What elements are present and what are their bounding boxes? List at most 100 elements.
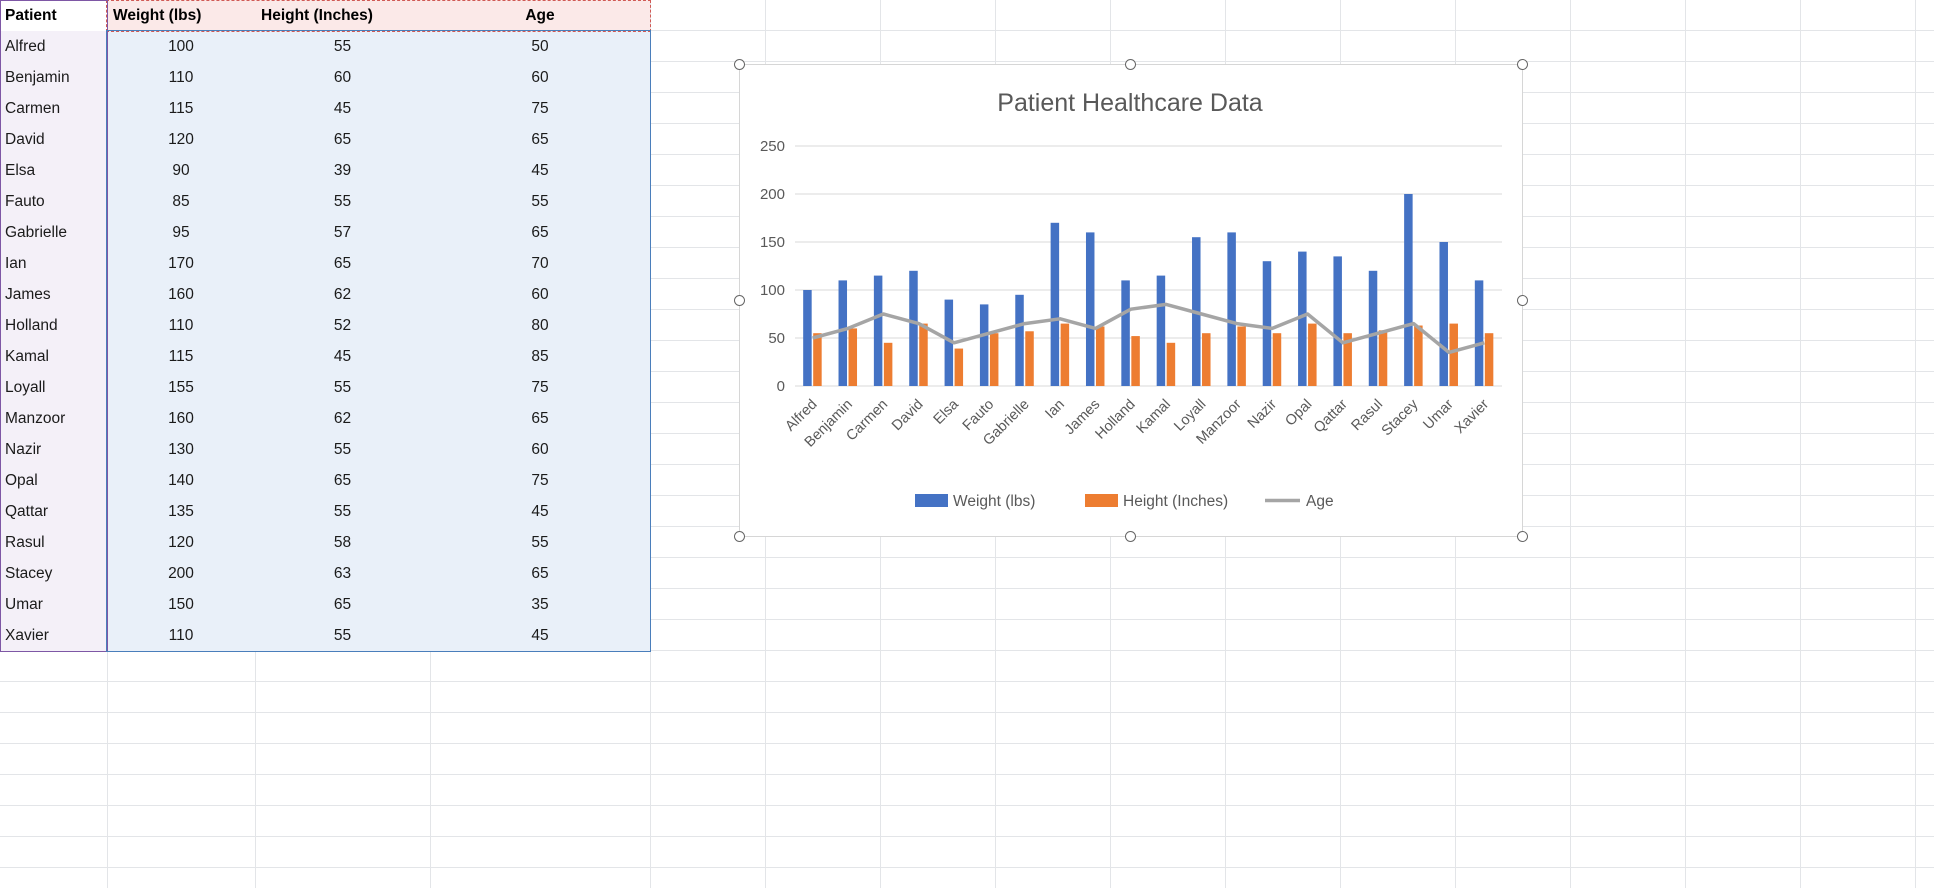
value-cell[interactable]: 55 <box>255 496 430 527</box>
value-cell[interactable]: 200 <box>107 558 255 589</box>
patient-name-cell[interactable]: Carmen <box>0 93 107 124</box>
height-bar[interactable] <box>989 333 999 386</box>
weight-bar[interactable] <box>838 280 848 386</box>
value-cell[interactable]: 60 <box>430 279 650 310</box>
value-cell[interactable]: 63 <box>255 558 430 589</box>
patient-name-cell[interactable]: Loyall <box>0 372 107 403</box>
height-bar[interactable] <box>1414 325 1423 386</box>
value-cell[interactable]: 110 <box>107 620 255 651</box>
value-cell[interactable]: 135 <box>107 496 255 527</box>
weight-bar[interactable] <box>1015 294 1024 386</box>
value-cell[interactable]: 70 <box>430 248 650 279</box>
value-cell[interactable]: 110 <box>107 62 255 93</box>
value-cell[interactable]: 45 <box>430 496 650 527</box>
patient-name-cell[interactable]: Holland <box>0 310 107 341</box>
height-bar[interactable] <box>1060 323 1070 386</box>
height-bar[interactable] <box>1095 326 1105 386</box>
chart-canvas[interactable]: Patient Healthcare Data050100150200250Al… <box>740 65 1520 534</box>
value-cell[interactable]: 62 <box>255 403 430 434</box>
legend-label-age[interactable]: Age <box>1306 493 1334 510</box>
patient-name-cell[interactable]: Ian <box>0 248 107 279</box>
weight-bar[interactable] <box>1156 275 1166 386</box>
value-cell[interactable]: 55 <box>430 186 650 217</box>
value-cell[interactable]: 62 <box>255 279 430 310</box>
value-cell[interactable]: 95 <box>107 217 255 248</box>
patient-name-cell[interactable]: Manzoor <box>0 403 107 434</box>
column-header-weight[interactable]: Weight (lbs) <box>107 0 255 31</box>
value-cell[interactable]: 65 <box>430 124 650 155</box>
height-bar[interactable] <box>1308 323 1317 386</box>
value-cell[interactable]: 45 <box>255 93 430 124</box>
weight-bar[interactable] <box>1368 270 1378 386</box>
value-cell[interactable]: 39 <box>255 155 430 186</box>
patient-name-cell[interactable]: Gabrielle <box>0 217 107 248</box>
chart-resize-handle-se[interactable] <box>1517 531 1528 542</box>
weight-bar[interactable] <box>1085 232 1095 386</box>
value-cell[interactable]: 85 <box>107 186 255 217</box>
value-cell[interactable]: 65 <box>255 124 430 155</box>
weight-bar[interactable] <box>1404 194 1413 386</box>
value-cell[interactable]: 170 <box>107 248 255 279</box>
patient-name-cell[interactable]: Alfred <box>0 31 107 62</box>
value-cell[interactable]: 55 <box>255 186 430 217</box>
patient-name-cell[interactable]: Nazir <box>0 434 107 465</box>
weight-bar[interactable] <box>909 270 918 386</box>
value-cell[interactable]: 65 <box>255 589 430 620</box>
value-cell[interactable]: 75 <box>430 372 650 403</box>
chart-object[interactable]: Patient Healthcare Data 0 50 100 150 200 250 Al… <box>734 59 1528 542</box>
height-bar[interactable] <box>1202 333 1211 386</box>
patient-name-cell[interactable]: Kamal <box>0 341 107 372</box>
value-cell[interactable]: 35 <box>430 589 650 620</box>
value-cell[interactable]: 57 <box>255 217 430 248</box>
chart-resize-handle-e[interactable] <box>1517 294 1528 306</box>
value-cell[interactable]: 75 <box>430 93 650 124</box>
value-cell[interactable]: 115 <box>107 341 255 372</box>
height-bar[interactable] <box>1025 331 1034 386</box>
patient-name-cell[interactable]: David <box>0 124 107 155</box>
height-bar[interactable] <box>1166 342 1176 386</box>
column-header-patient[interactable]: Patient <box>0 0 107 31</box>
value-cell[interactable]: 115 <box>107 93 255 124</box>
chart-resize-handle-ne[interactable] <box>1517 59 1528 70</box>
value-cell[interactable]: 55 <box>255 31 430 62</box>
weight-bar[interactable] <box>1439 242 1448 386</box>
weight-bar[interactable] <box>873 275 883 386</box>
value-cell[interactable]: 75 <box>430 465 650 496</box>
value-cell[interactable]: 60 <box>430 62 650 93</box>
value-cell[interactable]: 55 <box>255 372 430 403</box>
value-cell[interactable]: 52 <box>255 310 430 341</box>
height-bar[interactable] <box>1378 330 1388 386</box>
height-bar[interactable] <box>1131 336 1140 386</box>
height-bar[interactable] <box>919 323 928 386</box>
chart-resize-handle-s[interactable] <box>1125 531 1136 542</box>
value-cell[interactable]: 45 <box>430 155 650 186</box>
weight-bar[interactable] <box>803 290 812 386</box>
weight-bar[interactable] <box>1333 256 1342 386</box>
weight-bar[interactable] <box>1227 232 1236 386</box>
value-cell[interactable]: 90 <box>107 155 255 186</box>
patient-name-cell[interactable]: Benjamin <box>0 62 107 93</box>
chart-resize-handle-sw[interactable] <box>734 531 745 542</box>
legend-swatch-height[interactable] <box>1085 494 1118 507</box>
chart-resize-handle-nw[interactable] <box>734 59 745 70</box>
value-cell[interactable]: 65 <box>430 217 650 248</box>
column-header-age[interactable]: Age <box>430 0 650 31</box>
patient-name-cell[interactable]: James <box>0 279 107 310</box>
legend-label-height[interactable]: Height (Inches) <box>1123 493 1228 510</box>
height-bar[interactable] <box>883 342 893 386</box>
value-cell[interactable]: 58 <box>255 527 430 558</box>
height-bar[interactable] <box>1449 323 1458 386</box>
value-cell[interactable]: 120 <box>107 527 255 558</box>
value-cell[interactable]: 160 <box>107 279 255 310</box>
value-cell[interactable]: 55 <box>430 527 650 558</box>
value-cell[interactable]: 120 <box>107 124 255 155</box>
value-cell[interactable]: 130 <box>107 434 255 465</box>
patient-name-cell[interactable]: Qattar <box>0 496 107 527</box>
value-cell[interactable]: 85 <box>430 341 650 372</box>
value-cell[interactable]: 60 <box>255 62 430 93</box>
height-bar[interactable] <box>813 333 822 386</box>
weight-bar[interactable] <box>1050 222 1060 386</box>
value-cell[interactable]: 55 <box>255 620 430 651</box>
patient-name-cell[interactable]: Stacey <box>0 558 107 589</box>
value-cell[interactable]: 65 <box>430 403 650 434</box>
